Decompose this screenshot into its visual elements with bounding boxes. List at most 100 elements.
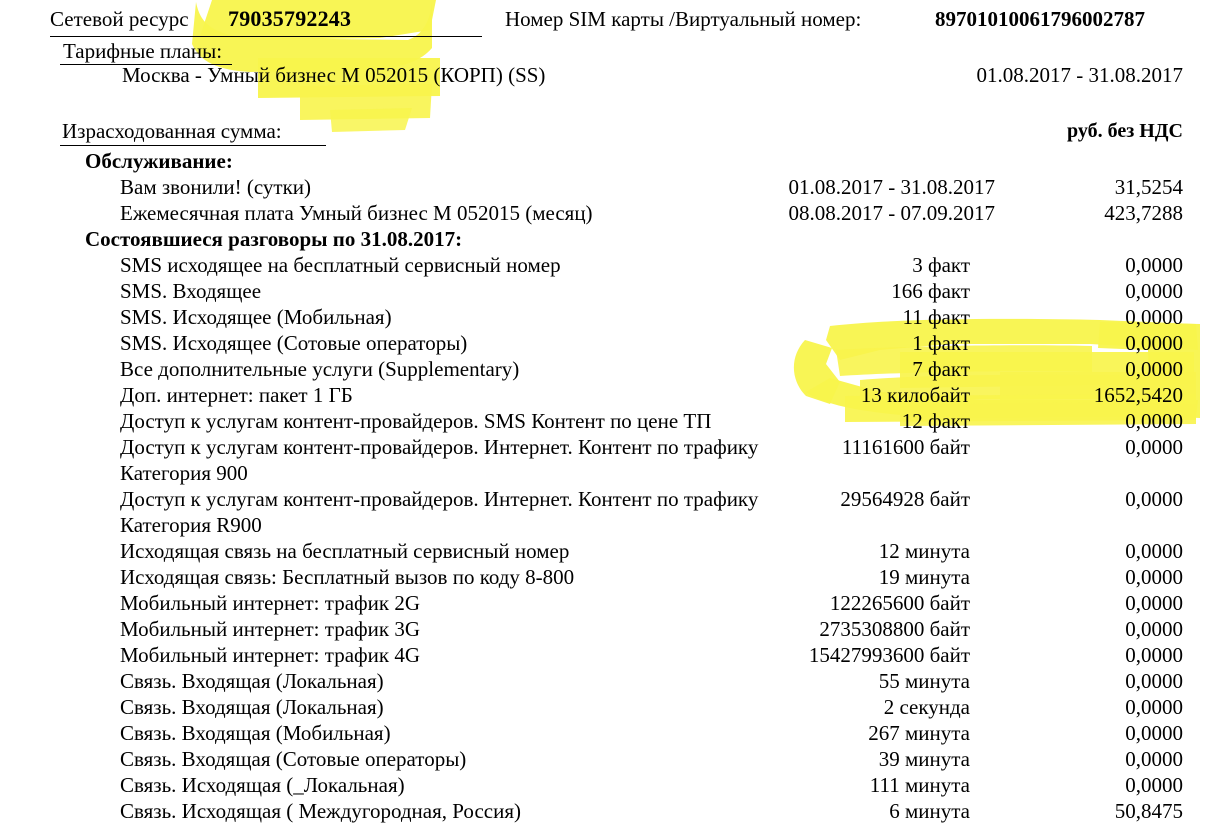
sim-number-value: 89701010061796002787 [935,7,1145,31]
service-quantity: 39 минута [878,747,970,771]
table-row: Связь. Исходящая (_Локальная) 111 минута 0… [0,772,1210,798]
table-row: SMS. Исходящее (Сотовые операторы) 1 факт… [0,330,1210,356]
service-amount: 0,0000 [1125,487,1183,511]
service-name: Исходящая связь на бесплатный сервисный … [120,539,570,563]
tariff-plan-name: Москва - Умный бизнес М 052015 (КОРП) (S… [122,63,546,87]
table-row: Доп. интернет: пакет 1 ГБ 13 килобайт 1652… [0,382,1210,408]
service-amount: 0,0000 [1125,695,1183,719]
service-amount: 0,0000 [1125,435,1183,459]
service-name: SMS. Исходящее (Мобильная) [120,305,392,329]
header-tariff-name-row: Москва - Умный бизнес М 052015 (КОРП) (S… [0,62,1210,92]
service-amount: 0,0000 [1125,409,1183,433]
service-name: Вам звонили! (сутки) [120,175,312,199]
summary-currency-unit: руб. без НДС [1066,120,1183,142]
service-amount: 0,0000 [1125,539,1183,563]
service-name: Доступ к услугам контент-провайдеров. Ин… [120,435,759,485]
service-period: 01.08.2017 - 31.08.2017 [788,175,996,199]
service-quantity: 166 факт [891,279,970,303]
section-header-row: Состоявшиеся разговоры по 31.08.2017: [0,226,1210,252]
service-amount: 0,0000 [1125,565,1183,589]
table-row: Все дополнительные услуги (Supplementary… [0,356,1210,382]
charges-table: Обслуживание: Вам звонили! (сутки) 01.08.2… [0,148,1210,824]
section-header-row: Обслуживание: [0,148,1210,174]
service-period: 08.08.2017 - 07.09.2017 [788,201,996,225]
network-resource-label: Сетевой ресурс [50,7,189,31]
table-row: SMS исходящее на бесплатный сервисный но… [0,252,1210,278]
tariff-plans-underline [60,64,232,65]
table-row: Доступ к услугам контент-провайдеров. Ин… [0,434,1210,486]
service-amount: 423,7288 [1104,201,1183,225]
service-name: Доп. интернет: пакет 1 ГБ [120,383,353,407]
service-name: SMS. Исходящее (Сотовые операторы) [120,331,468,355]
service-amount: 0,0000 [1125,305,1183,329]
service-quantity: 111 минута [869,773,970,797]
table-row: Связь. Исходящая ( Междугородная, Россия… [0,798,1210,824]
service-quantity: 29564928 байт [840,487,970,511]
service-quantity: 19 минута [878,565,970,589]
service-name: Связь. Входящая (Сотовые операторы) [120,747,467,771]
service-quantity: 2735308800 байт [819,617,970,641]
table-row: Связь. Входящая (Сотовые операторы) 39 ми… [0,746,1210,772]
service-name: Связь. Входящая (Локальная) [120,669,384,693]
table-row: Мобильный интернет: трафик 3G 2735308800 … [0,616,1210,642]
tariff-plan-period: 01.08.2017 - 31.08.2017 [976,63,1184,87]
service-amount: 0,0000 [1125,357,1183,381]
service-quantity: 122265600 байт [829,591,970,615]
service-name: Исходящая связь: Бесплатный вызов по код… [120,565,575,589]
service-quantity: 12 минута [878,539,970,563]
service-name: Мобильный интернет: трафик 3G [120,617,420,641]
table-row: Связь. Входящая (Локальная) 55 минута 0,00… [0,668,1210,694]
network-resource-value: 79035792243 [228,6,352,31]
table-row: SMS. Входящее 166 факт 0,0000 [0,278,1210,304]
service-name: Доступ к услугам контент-провайдеров. Ин… [120,487,759,537]
service-amount: 0,0000 [1125,253,1183,277]
section-title: Состоявшиеся разговоры по 31.08.2017: [85,227,463,251]
section-title: Обслуживание: [85,149,233,173]
service-quantity: 267 минута [868,721,970,745]
table-row: Вам звонили! (сутки) 01.08.2017 - 31.08.2… [0,174,1210,200]
table-row: Доступ к услугам контент-провайдеров. Ин… [0,486,1210,538]
service-name: Мобильный интернет: трафик 2G [120,591,420,615]
tariff-plans-label: Тарифные планы: [63,39,223,63]
service-amount: 0,0000 [1125,643,1183,667]
service-quantity: 15427993600 байт [808,643,970,667]
service-amount: 0,0000 [1125,591,1183,615]
service-amount: 0,0000 [1125,721,1183,745]
service-name: SMS. Входящее [120,279,262,303]
service-name: Связь. Исходящая (_Локальная) [120,773,405,797]
table-row: Связь. Входящая (Локальная) 2 секунда 0,00… [0,694,1210,720]
service-amount: 31,5254 [1114,175,1183,199]
service-amount: 0,0000 [1125,279,1183,303]
service-quantity: 2 секунда [883,695,970,719]
service-amount: 0,0000 [1125,773,1183,797]
service-amount: 0,0000 [1125,331,1183,355]
table-row: Мобильный интернет: трафик 2G 122265600 б… [0,590,1210,616]
service-name: Связь. Входящая (Мобильная) [120,721,391,745]
table-row: SMS. Исходящее (Мобильная) 11 факт 0,0000 [0,304,1210,330]
network-resource-underline [50,36,482,37]
service-quantity: 3 факт [912,253,970,277]
service-name: Связь. Входящая (Локальная) [120,695,384,719]
sim-number-label: Номер SIM карты /Виртуальный номер: [505,7,862,31]
service-name: Доступ к услугам контент-провайдеров. SM… [120,409,712,433]
table-row: Ежемесячная плата Умный бизнес М 052015 … [0,200,1210,226]
service-name: SMS исходящее на бесплатный сервисный но… [120,253,561,277]
table-row: Исходящая связь: Бесплатный вызов по код… [0,564,1210,590]
summary-title-row: Израсходованная сумма: руб. без НДС [0,118,1210,148]
service-name: Ежемесячная плата Умный бизнес М 052015 … [120,201,593,225]
service-name: Мобильный интернет: трафик 4G [120,643,420,667]
service-amount: 0,0000 [1125,669,1183,693]
service-quantity: 11161600 байт [841,435,970,459]
service-amount: 1652,5420 [1093,383,1183,407]
table-row: Связь. Входящая (Мобильная) 267 минута 0,0… [0,720,1210,746]
table-row: Исходящая связь на бесплатный сервисный … [0,538,1210,564]
header-network-row: Сетевой ресурс 79035792243 Номер SIM кар… [0,6,1210,37]
table-row: Мобильный интернет: трафик 4G 15427993600… [0,642,1210,668]
service-amount: 0,0000 [1125,617,1183,641]
summary-title-underline [60,145,326,146]
service-quantity: 55 минута [878,669,970,693]
service-amount: 0,0000 [1125,747,1183,771]
service-name: Все дополнительные услуги (Supplementary… [120,357,520,381]
summary-title: Израсходованная сумма: [62,119,282,143]
